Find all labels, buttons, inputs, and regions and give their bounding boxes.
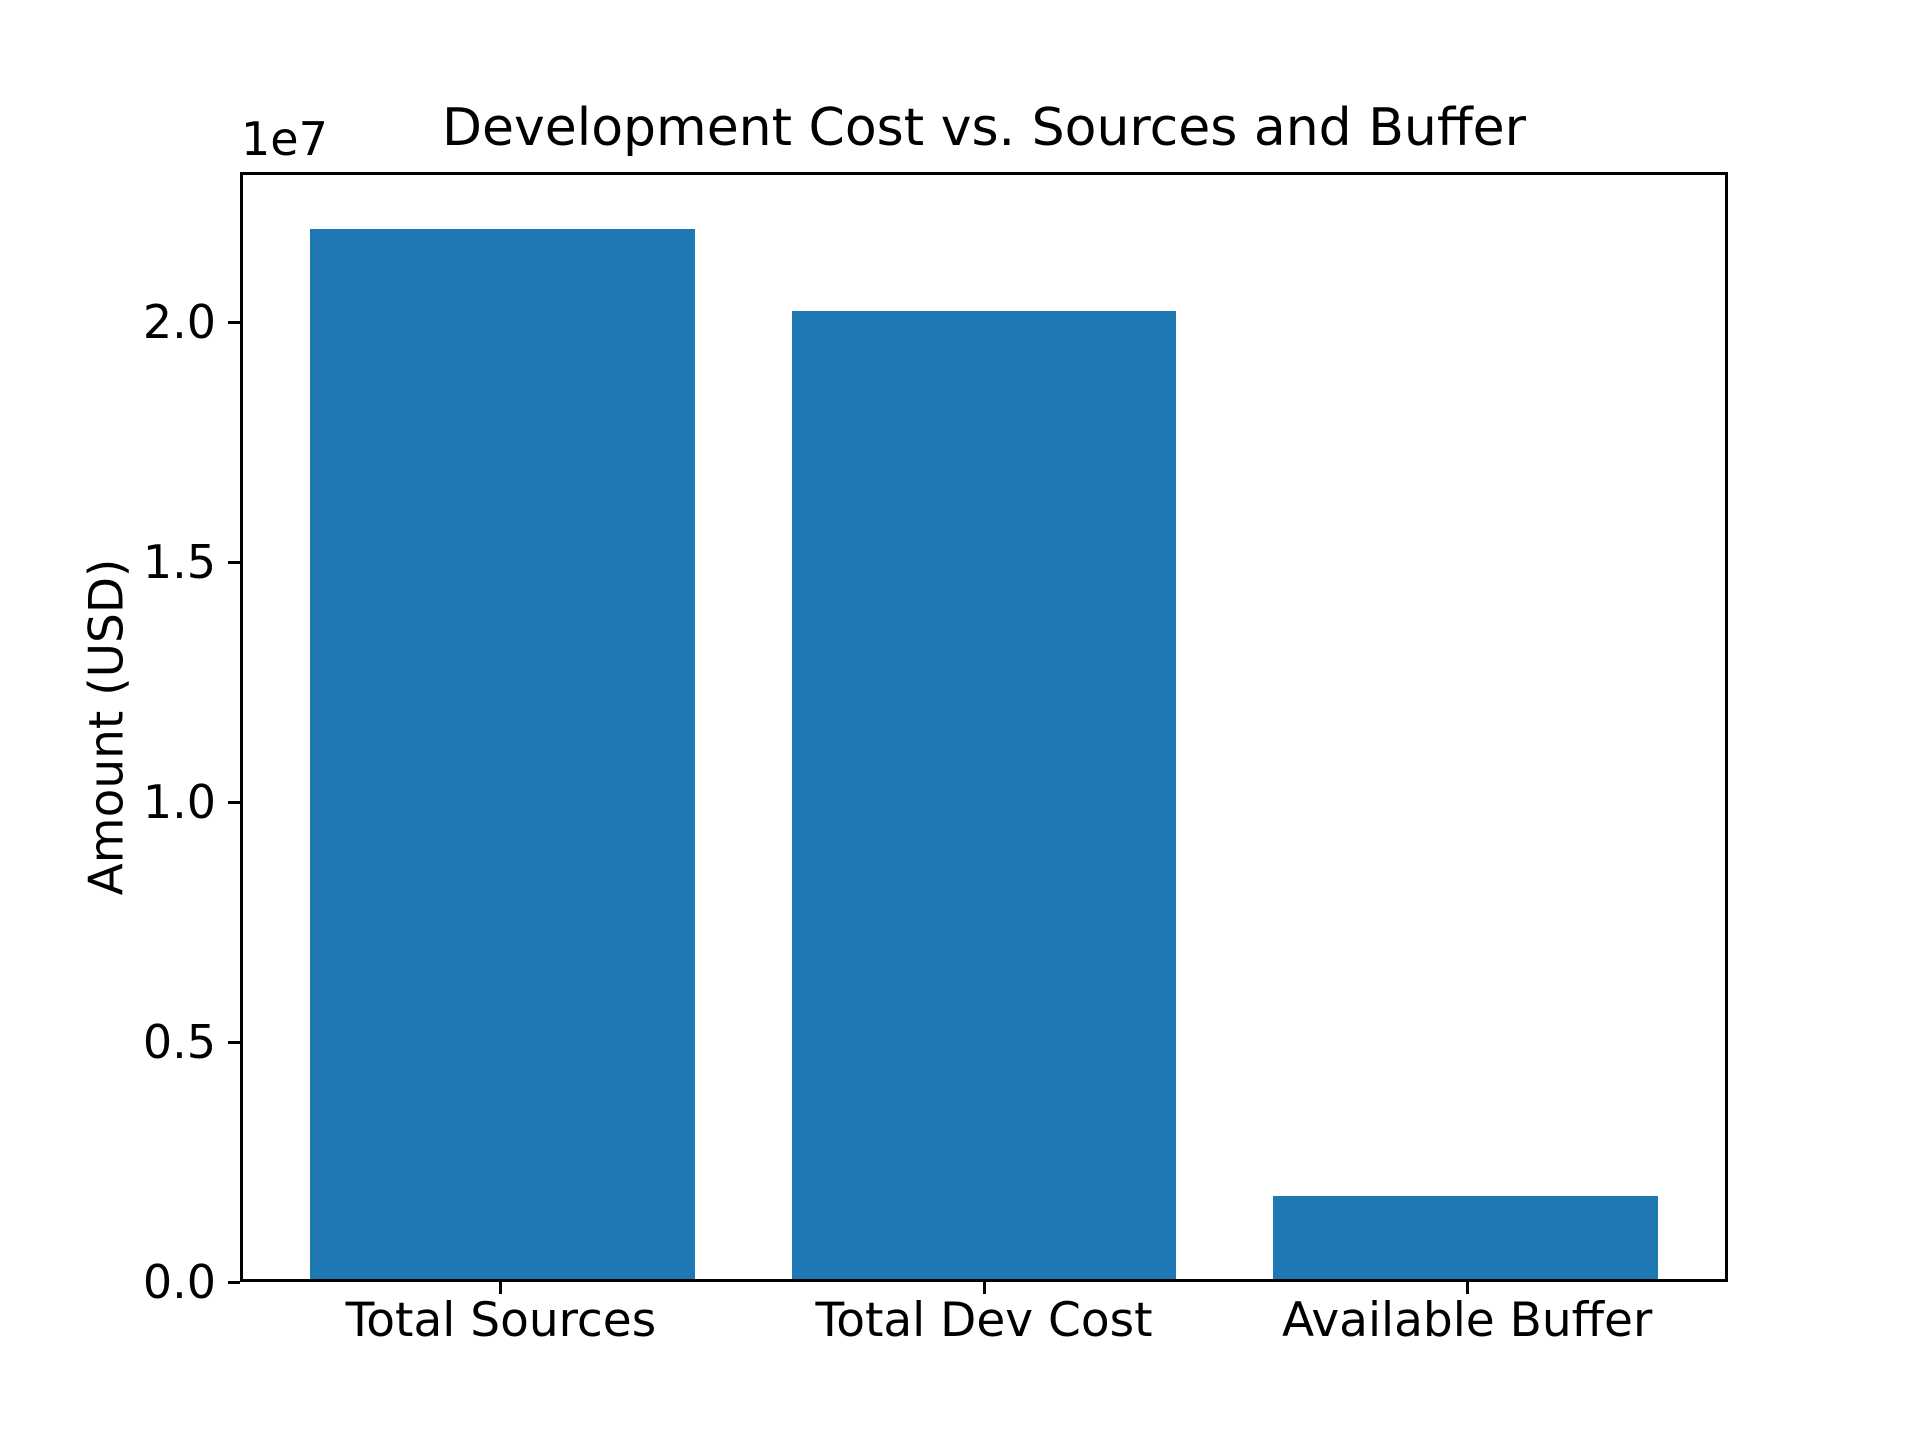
bar-total-sources	[310, 228, 696, 1279]
y-tick-label: 0.0	[142, 1255, 216, 1309]
y-tick-label: 1.5	[142, 535, 216, 589]
y-tick-mark	[228, 800, 240, 804]
y-tick-mark	[228, 1280, 240, 1284]
y-axis-offset-text: 1e7	[241, 112, 328, 166]
bar-available-buffer	[1272, 1196, 1658, 1279]
y-tick-mark	[228, 320, 240, 324]
y-tick-label: 1.0	[142, 775, 216, 829]
x-tick-mark	[982, 1282, 986, 1294]
x-tick-label-total-sources: Total Sources	[345, 1293, 657, 1348]
y-tick-label: 0.5	[142, 1015, 216, 1069]
y-tick-mark	[228, 560, 240, 564]
bar-total-dev-cost	[791, 311, 1177, 1279]
y-tick-mark	[228, 1040, 240, 1044]
y-axis-label: Amount (USD)	[79, 558, 135, 896]
plot-area	[240, 172, 1728, 1282]
y-tick-label: 2.0	[142, 295, 216, 349]
x-tick-mark	[1465, 1282, 1469, 1294]
x-tick-label-available-buffer: Available Buffer	[1281, 1293, 1653, 1348]
x-tick-mark	[499, 1282, 503, 1294]
chart-title: Development Cost vs. Sources and Buffer	[441, 98, 1527, 158]
x-tick-label-total-dev-cost: Total Dev Cost	[815, 1293, 1153, 1348]
